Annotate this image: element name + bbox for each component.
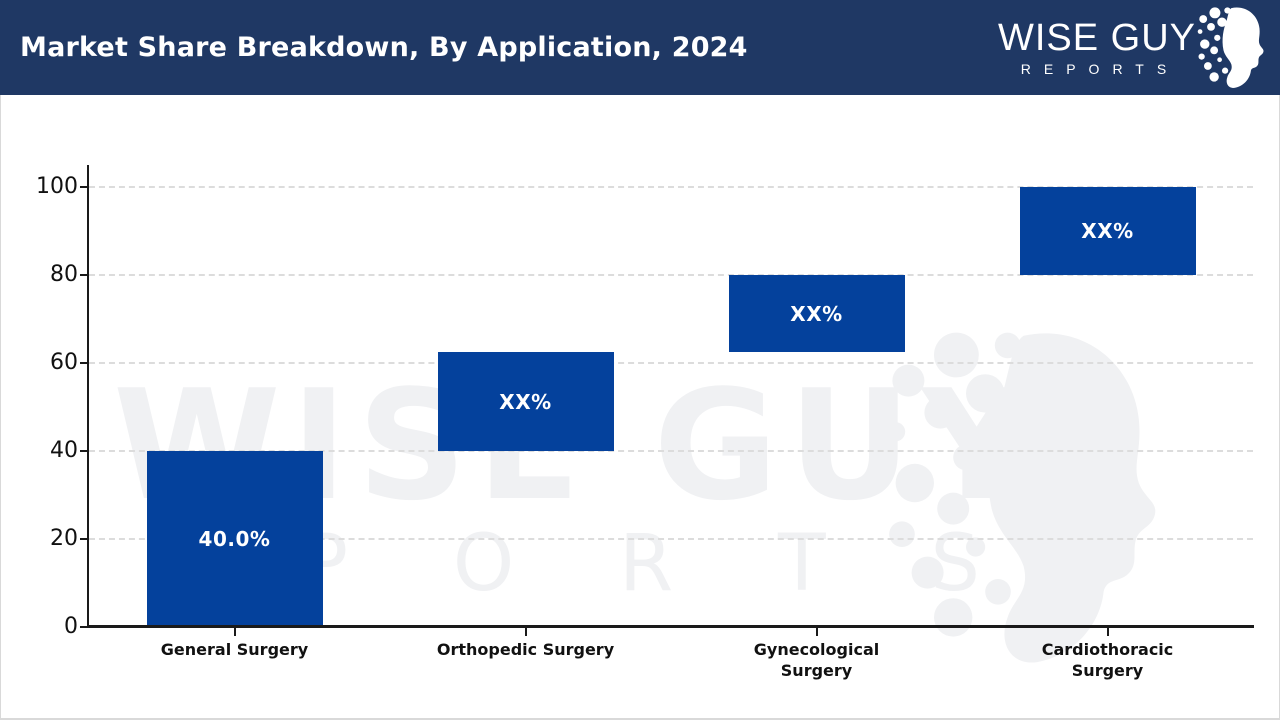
bar-value-label: 40.0%: [198, 527, 271, 551]
x-tick-mark: [1106, 627, 1109, 636]
watermark-face-icon: [886, 332, 1156, 663]
x-tick-mark: [524, 627, 527, 636]
gridline: [89, 450, 1253, 452]
bar-value-label: XX%: [1081, 219, 1134, 243]
gridline: [89, 274, 1253, 276]
bar: 40.0%: [146, 451, 323, 627]
y-tick-label: 100: [36, 174, 78, 199]
wise-guy-logo: WISE GUY REPORTS: [998, 5, 1266, 91]
logo-face-icon: [1197, 6, 1264, 88]
page-title: Market Share Breakdown, By Application, …: [20, 32, 748, 63]
y-tick-label: 80: [50, 262, 78, 287]
y-tick-label: 20: [50, 526, 78, 551]
bar-value-label: XX%: [499, 389, 552, 414]
gridline: [89, 362, 1253, 364]
gridline: [89, 186, 1253, 188]
x-category-label: Orthopedic Surgery: [436, 640, 615, 659]
y-tick-mark: [80, 450, 88, 452]
y-tick-mark: [80, 362, 88, 364]
x-category-label: Cardiothoracic Surgery: [1041, 640, 1174, 680]
logo-text: WISE GUY REPORTS: [998, 19, 1196, 76]
x-tick-mark: [233, 627, 236, 636]
header-bar: Market Share Breakdown, By Application, …: [0, 0, 1280, 95]
gridline: [89, 538, 1253, 540]
y-tick-mark: [80, 626, 88, 628]
y-tick-label: 0: [64, 614, 78, 639]
bar: XX%: [437, 352, 614, 451]
x-axis-line: [87, 625, 1254, 628]
bar-value-label: XX%: [790, 301, 843, 326]
bar: XX%: [1019, 187, 1196, 275]
bar: XX%: [728, 275, 905, 352]
y-tick-mark: [80, 274, 88, 276]
y-tick-label: 60: [50, 350, 78, 375]
y-axis-line: [87, 165, 89, 628]
y-tick-mark: [80, 186, 88, 188]
logo-subtitle: REPORTS: [1020, 61, 1180, 77]
x-tick-mark: [815, 627, 818, 636]
x-category-label: General Surgery: [160, 640, 309, 659]
x-category-label: Gynecological Surgery: [753, 640, 880, 680]
y-tick-mark: [80, 538, 88, 540]
y-tick-label: 40: [50, 438, 78, 463]
logo-wordmark: WISE GUY: [997, 17, 1196, 59]
